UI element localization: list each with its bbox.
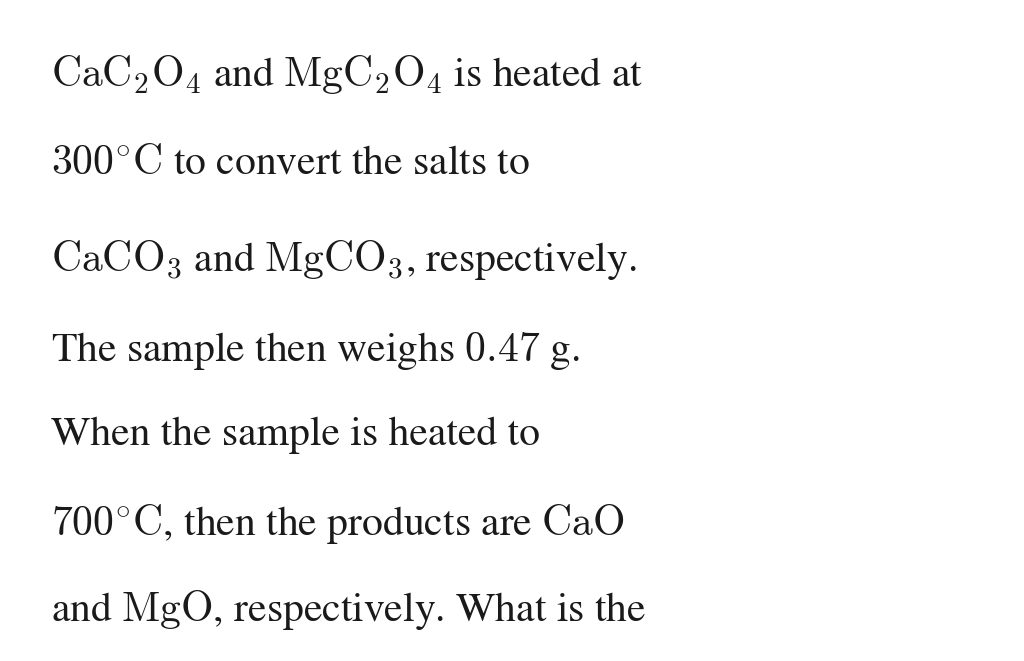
Text: $\mathrm{CaCO_3}$ and $\mathrm{MgCO_3}$, respectively.: $\mathrm{CaCO_3}$ and $\mathrm{MgCO_3}$,… bbox=[51, 238, 637, 282]
Text: The sample then weighs $0.47$ g.: The sample then weighs $0.47$ g. bbox=[51, 330, 580, 373]
Text: $\mathrm{CaC_2O_4}$ and $\mathrm{MgC_2O_4}$ is heated at: $\mathrm{CaC_2O_4}$ and $\mathrm{MgC_2O_… bbox=[51, 53, 643, 96]
Text: and $\mathrm{MgO}$, respectively. What is the: and $\mathrm{MgO}$, respectively. What i… bbox=[51, 588, 646, 633]
Text: When the sample is heated to: When the sample is heated to bbox=[51, 416, 541, 454]
Text: $300^{\circ}\mathrm{C}$ to convert the salts to: $300^{\circ}\mathrm{C}$ to convert the s… bbox=[51, 145, 530, 183]
Text: $700^{\circ}\mathrm{C}$, then the products are $\mathrm{CaO}$: $700^{\circ}\mathrm{C}$, then the produc… bbox=[51, 502, 625, 547]
